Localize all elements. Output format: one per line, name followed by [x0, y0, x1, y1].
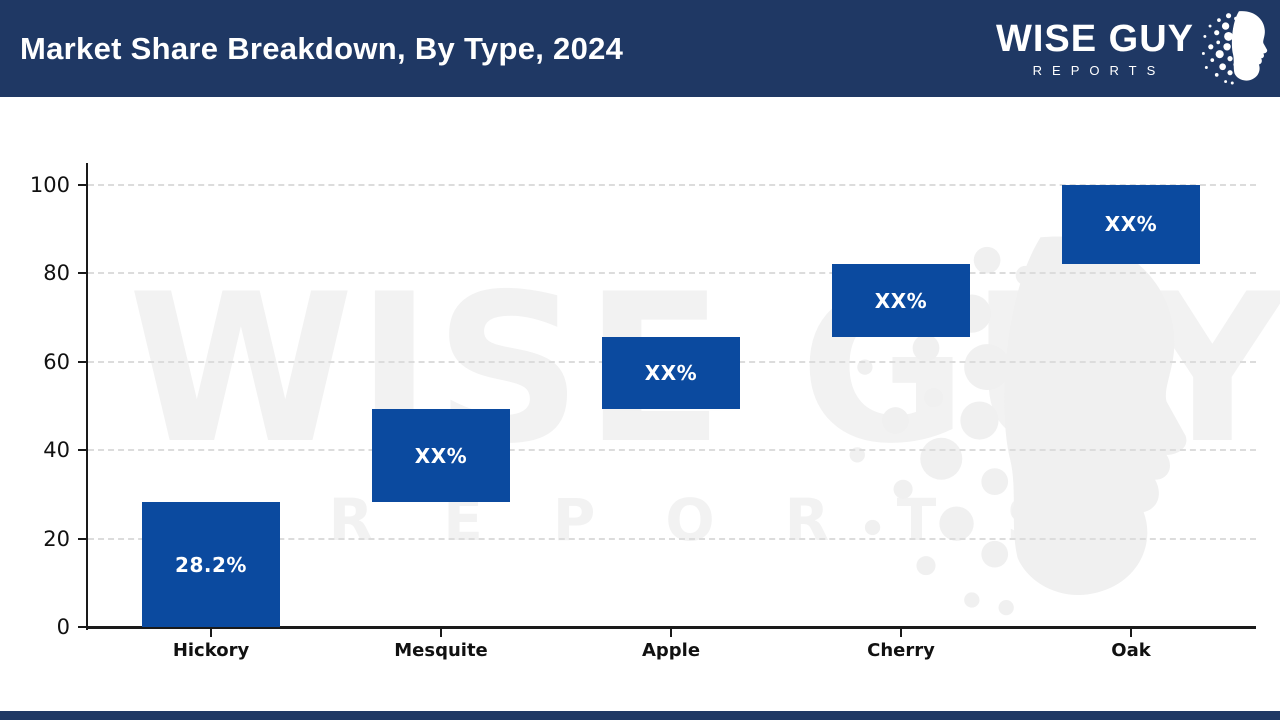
- wiseguy-logo: WISE GUY REPORTS: [996, 7, 1270, 91]
- bar-mesquite: XX%: [372, 408, 510, 503]
- footer-bar: [0, 711, 1280, 720]
- bar-label-mesquite: XX%: [414, 443, 468, 468]
- y-tick-label-100: 100: [29, 172, 70, 197]
- bar-label-hickory: 28.2%: [175, 552, 247, 577]
- x-tick-mark-apple: [670, 629, 672, 637]
- gridline-100: [88, 183, 1256, 186]
- gridline-80: [88, 272, 1256, 274]
- page-title: Market Share Breakdown, By Type, 2024: [20, 30, 624, 66]
- y-tick-mark-100: [78, 183, 87, 186]
- bar-cherry: XX%: [832, 264, 970, 338]
- y-tick-mark-80: [78, 272, 87, 274]
- logo-subtitle: REPORTS: [1032, 62, 1166, 78]
- bar-hickory: 28.2%: [142, 502, 280, 627]
- bar-label-apple: XX%: [644, 360, 698, 385]
- y-tick-label-80: 80: [43, 261, 70, 285]
- y-axis-line: [86, 163, 88, 630]
- header: Market Share Breakdown, By Type, 2024 WI…: [0, 0, 1280, 97]
- x-tick-mark-oak: [1130, 629, 1132, 637]
- y-tick-label-60: 60: [43, 349, 70, 374]
- x-tick-mark-hickory: [210, 629, 212, 637]
- logo-text: WISE GUY REPORTS: [996, 20, 1194, 78]
- gridline-40: [88, 449, 1256, 451]
- x-tick-mark-mesquite: [440, 629, 442, 637]
- x-axis-label-oak: Oak: [1111, 640, 1151, 661]
- y-tick-mark-40: [78, 449, 87, 451]
- x-axis-line: [86, 626, 1256, 629]
- logo-wordmark: WISE GUY: [995, 17, 1194, 60]
- gridline-20: [88, 537, 1256, 540]
- watermark-subtitle: REPORTS: [328, 486, 1119, 554]
- y-tick-mark-20: [78, 537, 87, 540]
- x-axis-label-cherry: Cherry: [867, 640, 935, 661]
- y-tick-label-0: 0: [56, 615, 70, 639]
- bar-label-oak: XX%: [1104, 212, 1158, 237]
- y-tick-mark-60: [78, 360, 87, 363]
- bar-oak: XX%: [1062, 184, 1200, 265]
- x-axis-label-hickory: Hickory: [172, 640, 250, 661]
- bar-label-cherry: XX%: [874, 288, 928, 313]
- x-tick-mark-cherry: [900, 629, 902, 637]
- x-axis-label-apple: Apple: [641, 640, 701, 661]
- y-tick-mark-0: [78, 626, 87, 628]
- y-tick-label-20: 20: [43, 526, 70, 551]
- y-tick-label-40: 40: [43, 438, 70, 462]
- x-axis-label-mesquite: Mesquite: [394, 640, 488, 661]
- bar-apple: XX%: [602, 337, 740, 409]
